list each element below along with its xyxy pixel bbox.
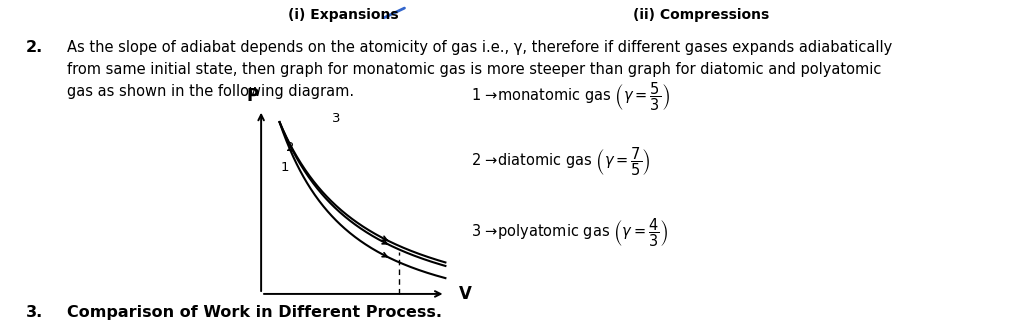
Text: 2: 2 [286,141,294,154]
Text: 2 →diatomic gas $\left(\gamma=\dfrac{7}{5}\right)$: 2 →diatomic gas $\left(\gamma=\dfrac{7}{… [471,145,651,178]
Text: As the slope of adiabat depends on the atomicity of gas i.e., γ, therefore if di: As the slope of adiabat depends on the a… [67,40,892,99]
Text: P: P [247,87,259,105]
Text: 3: 3 [332,112,340,125]
Text: 3.: 3. [26,305,43,320]
Text: 1 →monatomic gas $\left(\gamma=\dfrac{5}{3}\right)$: 1 →monatomic gas $\left(\gamma=\dfrac{5}… [471,81,670,113]
Text: Comparison of Work in Different Process.: Comparison of Work in Different Process. [67,305,441,320]
Text: (i) Expansions: (i) Expansions [288,8,398,22]
Text: 1: 1 [281,161,289,174]
Text: 2.: 2. [26,40,43,55]
Text: 3 →polyatomic gas $\left(\gamma=\dfrac{4}{3}\right)$: 3 →polyatomic gas $\left(\gamma=\dfrac{4… [471,216,669,249]
Text: V: V [459,285,472,303]
Text: (ii) Compressions: (ii) Compressions [633,8,770,22]
